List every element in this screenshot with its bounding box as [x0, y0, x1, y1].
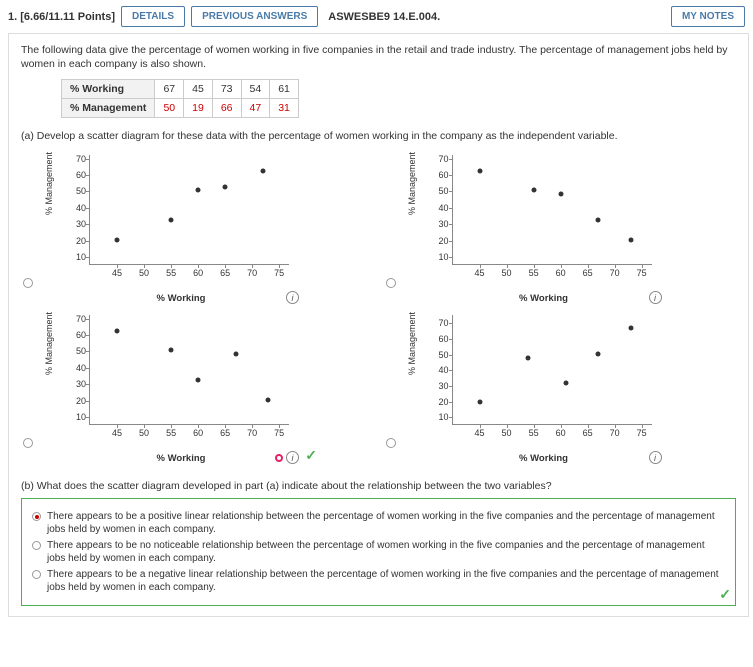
part-b-text: (b) What does the scatter diagram develo… [21, 480, 736, 492]
chart-option[interactable]: 1020304050607045505560657075% Management… [51, 310, 374, 460]
question-reference: ASWESBE9 14.E.004. [328, 11, 440, 23]
table-cell: 73 [212, 80, 241, 99]
data-point [169, 217, 174, 222]
table-cell: 66 [212, 99, 241, 118]
data-point [115, 328, 120, 333]
answer-radio[interactable] [32, 512, 41, 521]
answers-box: ✓ There appears to be a positive linear … [21, 498, 736, 606]
table-cell: 31 [270, 99, 299, 118]
y-axis-label: % Management [407, 152, 417, 215]
data-point [477, 400, 482, 405]
data-point [596, 351, 601, 356]
answer-text: There appears to be a negative linear re… [47, 568, 725, 594]
chart-option[interactable]: 1020304050607045505560657075% Management… [414, 150, 737, 300]
scatter-charts-grid: 1020304050607045505560657075% Management… [51, 150, 736, 460]
details-button[interactable]: DETAILS [121, 6, 185, 27]
x-axis-label: % Working [51, 453, 311, 464]
y-axis-label: % Management [44, 152, 54, 215]
chart-radio[interactable] [386, 438, 396, 448]
table-cell: 45 [184, 80, 213, 99]
table-cell: 67 [155, 80, 184, 99]
table-cell: 19 [184, 99, 213, 118]
chart-radio[interactable] [23, 278, 33, 288]
data-point [196, 188, 201, 193]
data-point [558, 191, 563, 196]
data-point [628, 237, 633, 242]
previous-answers-button[interactable]: PREVIOUS ANSWERS [191, 6, 318, 27]
table-cell: 50 [155, 99, 184, 118]
answer-option[interactable]: There appears to be a positive linear re… [32, 510, 725, 536]
chart-option[interactable]: 1020304050607045505560657075% Management… [51, 150, 374, 300]
answer-radio[interactable] [32, 570, 41, 579]
table-row-label: % Management [62, 99, 155, 118]
question-header: 1. [6.66/11.11 Points] DETAILS PREVIOUS … [0, 0, 753, 33]
chart-option[interactable]: 1020304050607045505560657075% Management… [414, 310, 737, 460]
answer-text: There appears to be no noticeable relati… [47, 539, 725, 565]
data-point [169, 348, 174, 353]
check-icon: ✓ [719, 586, 731, 603]
data-point [564, 381, 569, 386]
answer-option[interactable]: There appears to be a negative linear re… [32, 568, 725, 594]
data-table: % Working6745735461 % Management501966473… [61, 79, 299, 118]
data-point [260, 168, 265, 173]
chart-radio[interactable] [386, 278, 396, 288]
table-row-label: % Working [62, 80, 155, 99]
table-cell: 61 [270, 80, 299, 99]
info-icon[interactable]: i [649, 451, 662, 464]
data-point [115, 237, 120, 242]
answer-text: There appears to be a positive linear re… [47, 510, 725, 536]
table-cell: 54 [241, 80, 270, 99]
question-number: 1. [6.66/11.11 Points] [8, 11, 115, 23]
answer-option[interactable]: There appears to be no noticeable relati… [32, 539, 725, 565]
info-icon[interactable]: i [649, 291, 662, 304]
data-point [628, 326, 633, 331]
data-point [223, 185, 228, 190]
table-cell: 47 [241, 99, 270, 118]
x-axis-label: % Working [51, 293, 311, 304]
my-notes-button[interactable]: MY NOTES [671, 6, 745, 27]
data-point [233, 351, 238, 356]
part-a-text: (a) Develop a scatter diagram for these … [21, 130, 736, 142]
data-point [477, 168, 482, 173]
check-icon: ✓ [305, 447, 317, 464]
data-point [196, 377, 201, 382]
data-point [596, 217, 601, 222]
x-axis-label: % Working [414, 453, 674, 464]
y-axis-label: % Management [407, 312, 417, 375]
data-point [266, 397, 271, 402]
answer-radio[interactable] [32, 541, 41, 550]
data-point [526, 356, 531, 361]
chart-radio[interactable] [23, 438, 33, 448]
x-axis-label: % Working [414, 293, 674, 304]
y-axis-label: % Management [44, 312, 54, 375]
data-point [531, 188, 536, 193]
question-intro: The following data give the percentage o… [21, 44, 736, 71]
question-content: The following data give the percentage o… [8, 33, 749, 617]
